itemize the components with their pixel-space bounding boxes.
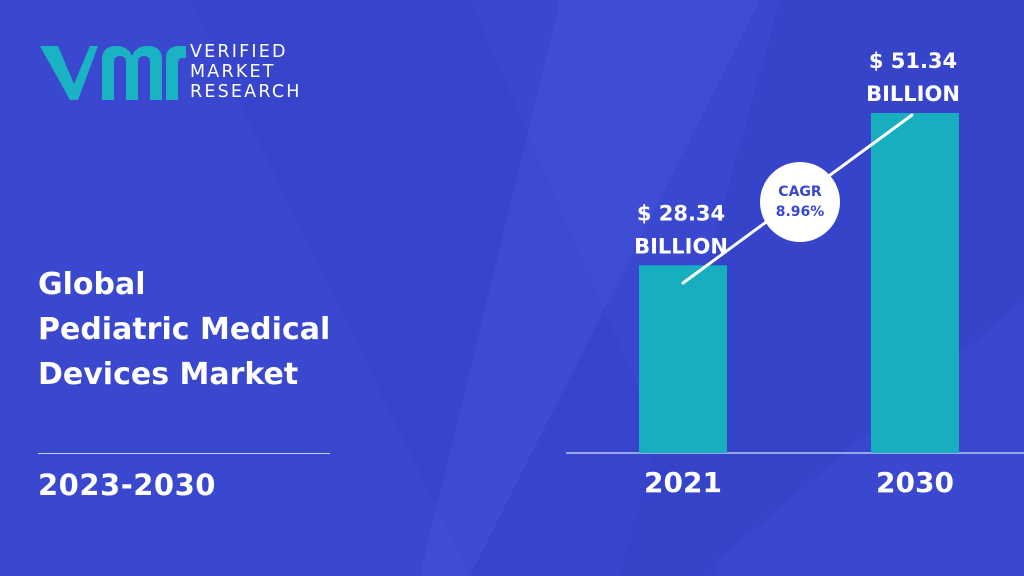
cagr-label: CAGR (778, 184, 822, 200)
value-label-unit-2030: BILLION (866, 82, 960, 106)
logo-line-verified: VERIFIED (190, 42, 288, 62)
logo-line-market: MARKET (190, 62, 276, 82)
report-title: Global Pediatric Medical Devices Market (38, 262, 398, 397)
vmr-logo-text: VERIFIED MARKET RESEARCH (190, 42, 330, 102)
vmr-logo-mark (40, 46, 186, 100)
title-line-1: Global (38, 267, 146, 302)
logo-line-research: RESEARCH (190, 82, 302, 102)
value-label-amount-2021: $ 28.34 (637, 201, 725, 225)
category-label-2030: 2030 (876, 466, 954, 499)
cagr-badge (760, 162, 840, 242)
value-label-amount-2030: $ 51.34 (869, 49, 957, 73)
title-line-2: Pediatric Medical (38, 312, 331, 347)
forecast-period: 2023-2030 (38, 468, 216, 502)
title-divider (38, 453, 330, 454)
bar-2021 (639, 265, 727, 453)
category-label-2021: 2021 (644, 466, 722, 499)
title-line-3: Devices Market (38, 357, 299, 392)
vmr-logo (36, 38, 326, 108)
value-label-unit-2021: BILLION (634, 234, 728, 258)
cagr-value: 8.96% (776, 204, 825, 220)
bar-2030 (871, 113, 959, 453)
